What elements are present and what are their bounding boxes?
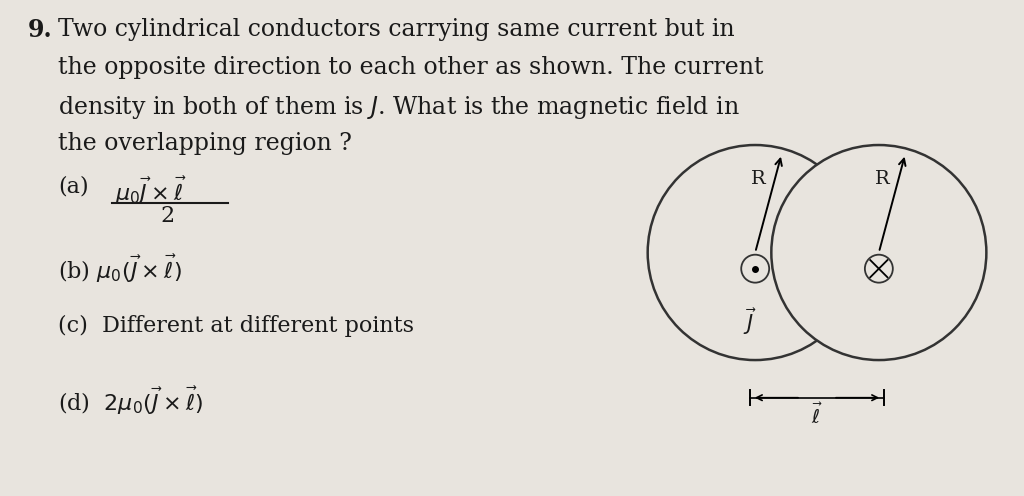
Text: 9.: 9. — [28, 18, 52, 42]
Text: R: R — [751, 170, 766, 188]
Text: $\mu_0\vec{J}\times\vec{\ell}$: $\mu_0\vec{J}\times\vec{\ell}$ — [115, 175, 187, 207]
Circle shape — [865, 254, 893, 283]
Text: $\vec{J}$: $\vec{J}$ — [742, 307, 757, 337]
Text: Two cylindrical conductors carrying same current but in: Two cylindrical conductors carrying same… — [58, 18, 734, 41]
Circle shape — [741, 254, 769, 283]
Text: 2: 2 — [161, 205, 175, 227]
Text: (d)  $2\mu_0(\vec{J}\times\vec{\ell})$: (d) $2\mu_0(\vec{J}\times\vec{\ell})$ — [58, 385, 203, 417]
Circle shape — [771, 145, 986, 360]
Text: $\vec{\ell}$: $\vec{\ell}$ — [811, 403, 823, 429]
Text: density in both of them is $J$. What is the magnetic field in: density in both of them is $J$. What is … — [58, 94, 739, 121]
Text: (b) $\mu_0(\vec{J}\times\vec{\ell})$: (b) $\mu_0(\vec{J}\times\vec{\ell})$ — [58, 253, 182, 285]
Text: R: R — [874, 170, 890, 188]
Text: (c)  Different at different points: (c) Different at different points — [58, 315, 414, 337]
Circle shape — [648, 145, 862, 360]
Text: (a): (a) — [58, 175, 89, 197]
Text: the overlapping region ?: the overlapping region ? — [58, 132, 352, 155]
Text: the opposite direction to each other as shown. The current: the opposite direction to each other as … — [58, 56, 764, 79]
